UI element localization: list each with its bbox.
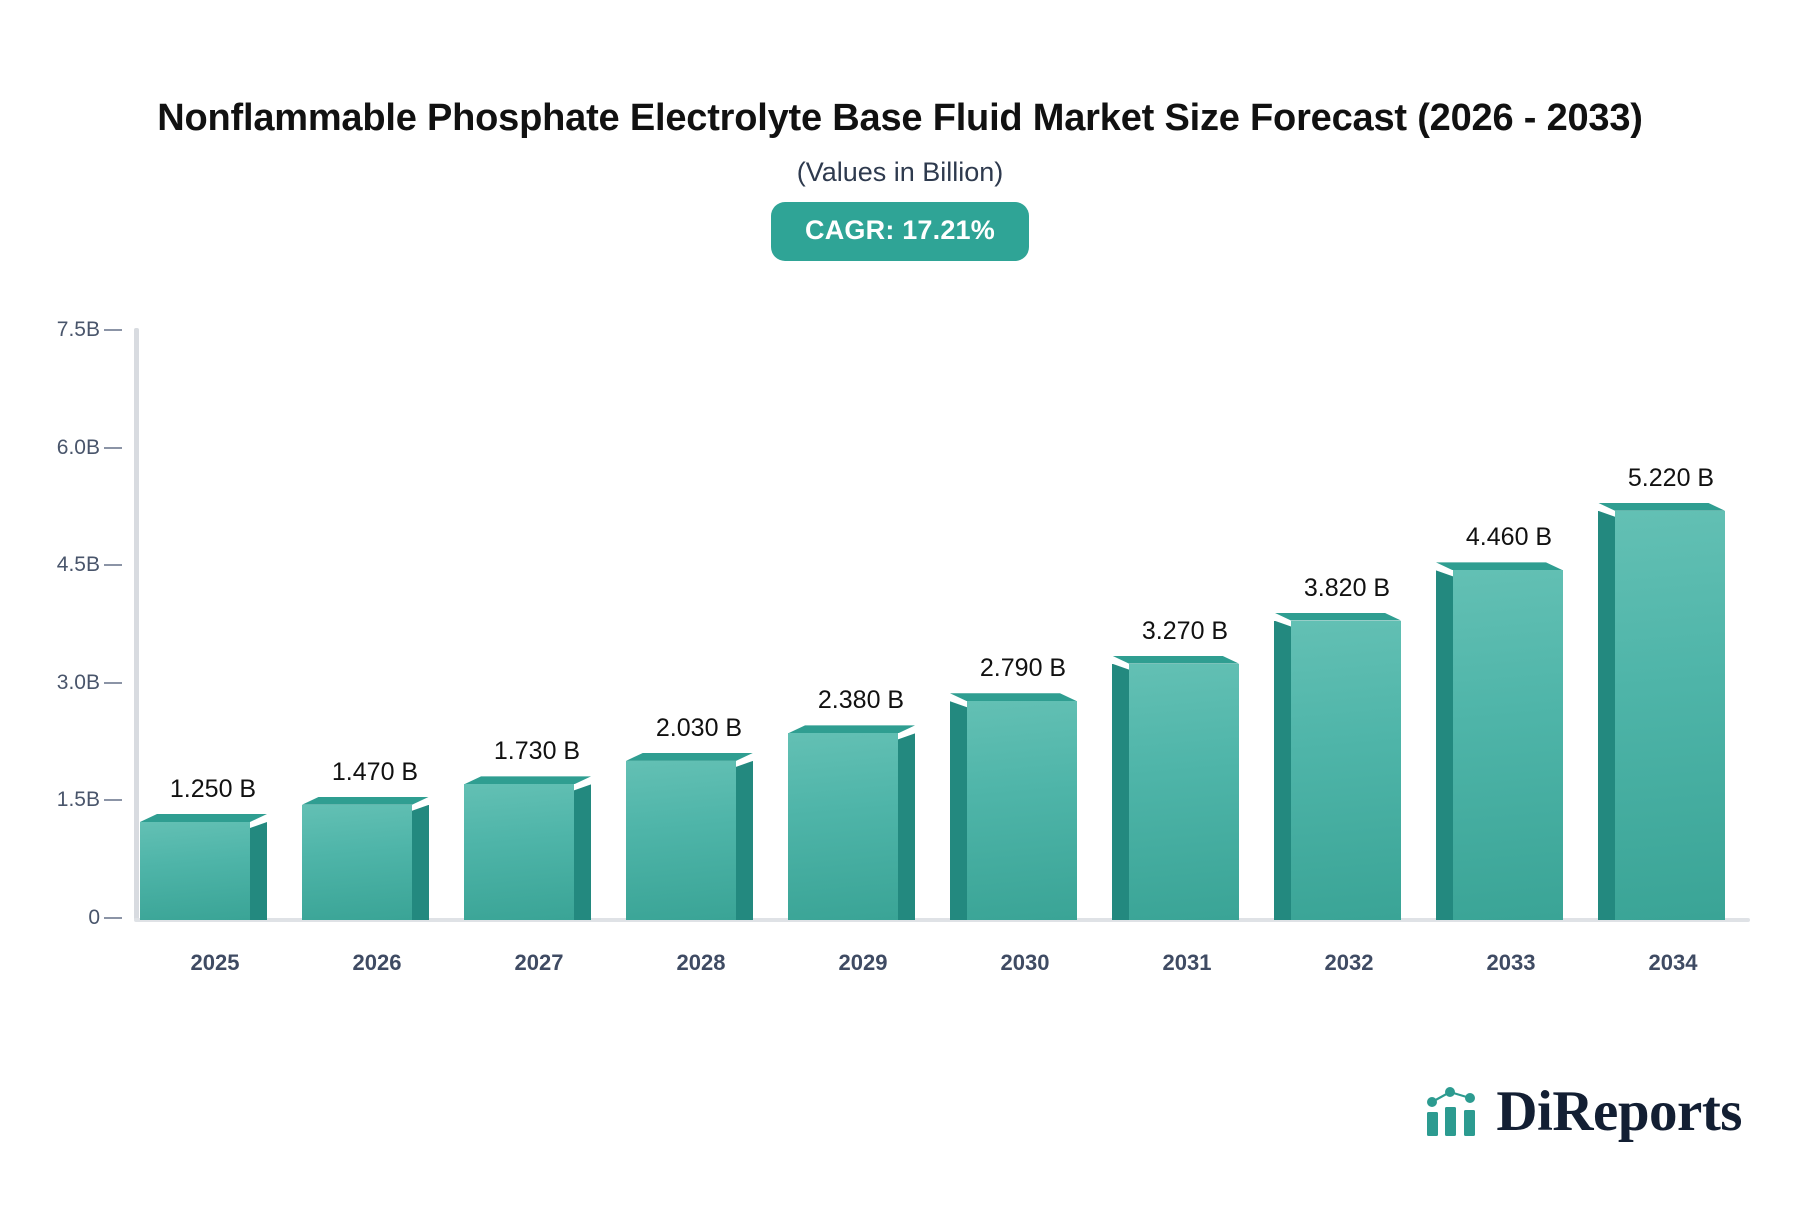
x-axis-tick-label: 2029 [838, 950, 888, 975]
bar-top-face [950, 693, 1077, 702]
cagr-badge: CAGR: 17.21% [771, 202, 1029, 262]
bar-side-face [1436, 570, 1453, 920]
bar-side-face [250, 822, 267, 920]
page-title: Nonflammable Phosphate Electrolyte Base … [157, 97, 1643, 139]
bar-column[interactable]: 3.270 B [1106, 330, 1268, 920]
bar-front-face [1615, 510, 1725, 920]
y-axis-tick-mark [104, 329, 122, 331]
bar-column[interactable]: 3.820 B [1268, 330, 1430, 920]
y-axis-tick-label: 7.5B [56, 318, 100, 341]
bar-column[interactable]: 2.030 B [620, 330, 782, 920]
bar-front-face [1291, 620, 1401, 920]
y-axis-labels: 0 1.5B 3.0B 4.5B 6.0B 7.5B [0, 318, 100, 960]
bar-side-face [950, 701, 967, 920]
y-axis-tick-label: 1.5B [56, 788, 100, 812]
bar-top-face [464, 776, 591, 785]
bar-value-label: 2.790 B [979, 654, 1067, 683]
bar-front-face [1453, 570, 1563, 920]
bar-side-face [736, 760, 753, 920]
bar-side-face [1598, 510, 1615, 920]
bar-column[interactable]: 1.470 B [296, 330, 458, 920]
bar-value-label: 2.030 B [655, 713, 743, 742]
y-axis-tick-label: 6.0B [56, 435, 100, 459]
bar-top-face [788, 725, 915, 734]
bar-top-face [1112, 655, 1239, 664]
x-axis-labels: 2025 2026 2027 2028 2029 2030 2031 2032 2033 2034 [134, 950, 1754, 990]
bar-value-label: 5.220 B [1627, 463, 1715, 492]
bar-value-label: 1.470 B [331, 757, 419, 786]
bar-top-face [1274, 612, 1401, 621]
bar-value-label: 2.380 B [817, 686, 905, 715]
bar-front-face [140, 822, 250, 920]
plot-area: 0 1.5B 3.0B 4.5B 6.0B 7.5B 1.250 B 1.470 B 1.73… [0, 318, 1800, 975]
direports-logo: DiReports [1424, 1083, 1742, 1140]
bar-front-face [967, 701, 1077, 920]
bar-top-face [626, 752, 753, 761]
x-axis-tick-label: 2031 [1162, 950, 1212, 975]
bar-column[interactable]: 1.730 B [458, 330, 620, 920]
x-axis-tick-label: 2030 [1000, 950, 1050, 975]
x-axis-tick-label: 2033 [1486, 950, 1536, 975]
x-axis-tick-label: 2032 [1324, 950, 1374, 975]
y-axis-tick-mark [104, 564, 122, 567]
y-axis-tick-label: 4.5B [56, 553, 100, 577]
bar-side-face [574, 784, 591, 920]
bar-value-label: 3.820 B [1303, 573, 1391, 602]
bar-side-face [412, 804, 429, 920]
bar-value-label: 1.730 B [493, 737, 581, 766]
bar-side-face [898, 733, 915, 920]
x-axis-tick-label: 2028 [676, 950, 726, 975]
bar-column[interactable]: 2.380 B [782, 330, 944, 920]
bar-front-face [788, 733, 898, 920]
bar-top-face [1436, 562, 1563, 571]
bar-front-face [302, 804, 412, 920]
y-axis-tick-label: 0 [88, 906, 100, 929]
bar-front-face [1129, 663, 1239, 920]
bar-top-face [140, 814, 267, 822]
bar-column[interactable]: 2.790 B [944, 330, 1106, 920]
bar-column[interactable]: 4.460 B [1430, 330, 1592, 920]
bar-side-face [1274, 620, 1291, 920]
bar-column[interactable]: 5.220 B [1592, 330, 1754, 920]
bar-series: 1.250 B 1.470 B 1.730 B 2.030 B 2.380 B 2.790… [134, 330, 1754, 920]
bar-front-face [464, 784, 574, 920]
x-axis-tick-label: 2027 [514, 950, 564, 975]
bar-value-label: 3.270 B [1141, 616, 1229, 645]
bar-top-face [302, 796, 429, 805]
x-axis-tick-label: 2025 [190, 950, 240, 975]
x-axis-tick-label: 2026 [352, 950, 402, 975]
y-axis-tick-mark [104, 917, 122, 919]
x-axis-tick-label: 2034 [1648, 950, 1698, 975]
y-axis-tick-mark [104, 799, 122, 802]
x-axis-line [134, 918, 1750, 922]
y-axis-line [134, 328, 139, 920]
y-axis-tick-mark [104, 681, 122, 684]
y-axis-tick-mark [104, 446, 122, 449]
y-axis-tick-label: 3.0B [56, 670, 100, 694]
chart-subtitle: (Values in Billion) [796, 157, 1004, 188]
bar-value-label: 4.460 B [1465, 523, 1553, 552]
bar-chart-logo-icon [1427, 1086, 1476, 1136]
bar-side-face [1112, 663, 1129, 920]
logo-text: DiReports [1496, 1080, 1742, 1143]
chart-header: Nonflammable Phosphate Electrolyte Base … [0, 95, 1800, 262]
bar-column[interactable]: 1.250 B [134, 330, 296, 920]
cagr-badge-wrap: CAGR: 17.21% [0, 202, 1800, 262]
bar-top-face [1598, 502, 1725, 511]
bar-value-label: 1.250 B [169, 775, 257, 803]
bar-front-face [626, 760, 736, 920]
